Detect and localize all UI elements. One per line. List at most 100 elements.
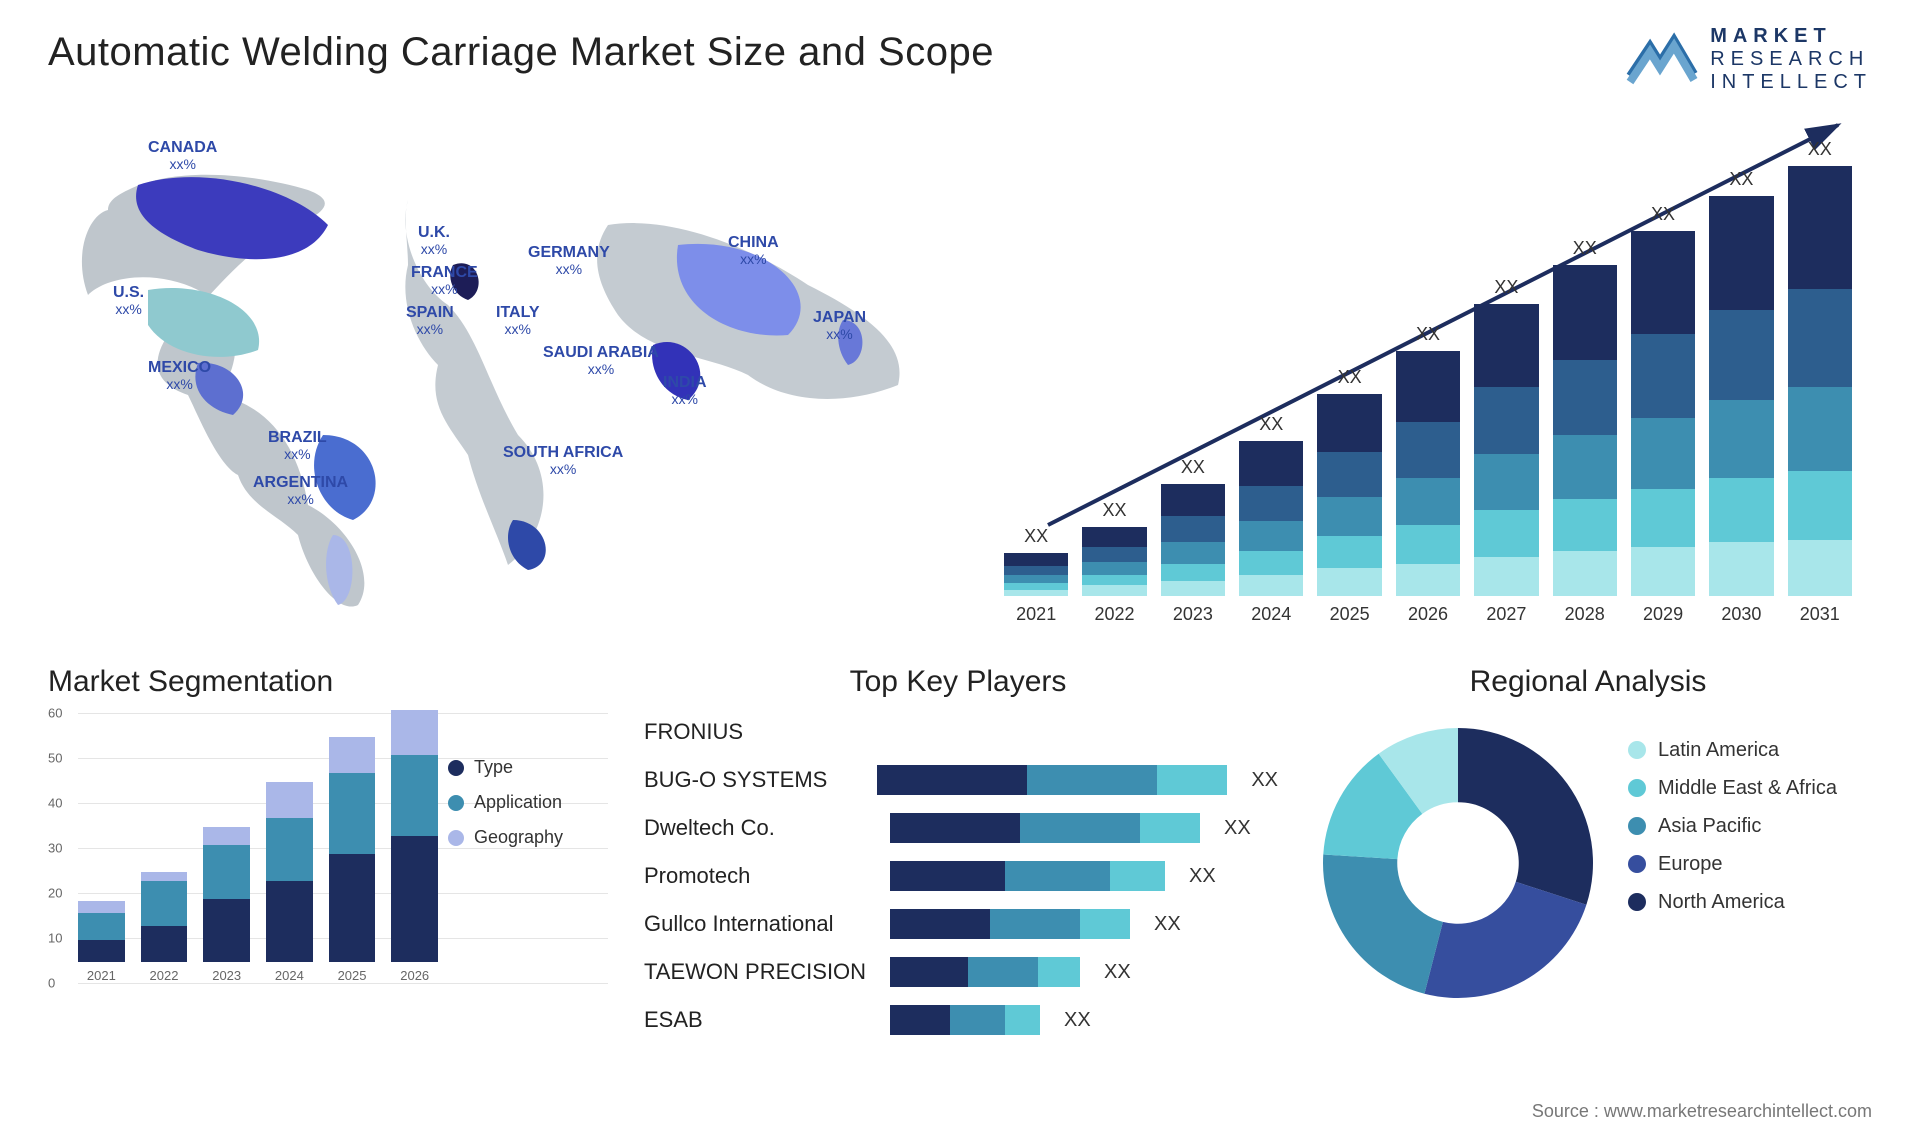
players-title: Top Key Players <box>638 665 1278 699</box>
bar-segment <box>1082 575 1146 586</box>
main-forecast-chart: XX2021XX2022XX2023XX2024XX2025XX2026XX20… <box>998 105 1858 625</box>
bar-segment <box>1396 478 1460 525</box>
seg-legend-item: Geography <box>448 827 608 848</box>
bar-segment <box>1474 557 1538 596</box>
player-name: Promotech <box>644 863 874 889</box>
player-value-label: XX <box>1064 1009 1091 1032</box>
bar-year-label: 2030 <box>1721 604 1761 625</box>
seg-segment <box>203 899 250 962</box>
seg-segment <box>391 710 438 755</box>
bar-segment <box>1161 564 1225 581</box>
player-value-label: XX <box>1154 913 1181 936</box>
map-label-italy: ITALYxx% <box>496 305 540 336</box>
page-title: Automatic Welding Carriage Market Size a… <box>48 30 1872 75</box>
seg-segment <box>203 827 250 845</box>
bar-segment <box>1553 435 1617 500</box>
forecast-bar-2029: XX2029 <box>1631 204 1695 626</box>
forecast-bar-2021: XX2021 <box>1004 526 1068 625</box>
bar-segment <box>1553 360 1617 435</box>
bar-segment <box>1631 489 1695 547</box>
map-label-us: U.S.xx% <box>113 285 144 316</box>
legend-swatch-icon <box>1628 741 1646 759</box>
bar-segment <box>1082 547 1146 562</box>
bar-segment <box>1788 289 1852 388</box>
bar-segment <box>1317 452 1381 497</box>
player-bar <box>890 861 1165 891</box>
donut-slice <box>1458 728 1593 905</box>
seg-segment <box>391 836 438 962</box>
seg-segment <box>266 818 313 881</box>
y-tick: 10 <box>48 931 62 946</box>
world-map-panel: CANADAxx%U.S.xx%MEXICOxx%BRAZILxx%ARGENT… <box>48 105 968 625</box>
bar-segment <box>1082 527 1146 546</box>
bar-segment <box>1239 551 1303 575</box>
legend-swatch-icon <box>1628 779 1646 797</box>
seg-year-label: 2026 <box>400 968 429 983</box>
seg-year-label: 2021 <box>87 968 116 983</box>
bar-segment <box>1788 471 1852 540</box>
player-row: Gullco InternationalXX <box>644 905 1278 943</box>
logo-swoosh-icon <box>1626 30 1698 90</box>
segmentation-title: Market Segmentation <box>48 665 608 699</box>
map-country-highlight-icon <box>508 520 546 570</box>
map-label-argentina: ARGENTINAxx% <box>253 475 348 506</box>
bar-segment <box>1082 585 1146 596</box>
bar-segment <box>1631 334 1695 418</box>
bar-segment <box>1474 387 1538 454</box>
map-label-spain: SPAINxx% <box>406 305 454 336</box>
brand-logo: MARKET RESEARCH INTELLECT <box>1626 25 1872 94</box>
bar-segment <box>1082 562 1146 575</box>
y-tick: 30 <box>48 841 62 856</box>
bar-value-label: XX <box>1651 204 1675 225</box>
forecast-bar-2022: XX2022 <box>1082 500 1146 625</box>
bar-year-label: 2021 <box>1016 604 1056 625</box>
bar-value-label: XX <box>1103 500 1127 521</box>
map-label-brazil: BRAZILxx% <box>268 430 327 461</box>
player-name: Dweltech Co. <box>644 815 874 841</box>
seg-bar-2024: 2024 <box>266 782 313 983</box>
bar-segment <box>1553 499 1617 551</box>
bar-segment <box>1788 387 1852 471</box>
bar-year-label: 2025 <box>1330 604 1370 625</box>
seg-bar-2023: 2023 <box>203 827 250 983</box>
legend-label: Geography <box>474 827 563 848</box>
bar-segment <box>1788 540 1852 596</box>
seg-bar-2022: 2022 <box>141 872 188 983</box>
player-bar-segment <box>950 1005 1005 1035</box>
player-bar-segment <box>890 813 1020 843</box>
bar-year-label: 2031 <box>1800 604 1840 625</box>
seg-legend-item: Application <box>448 792 608 813</box>
bar-value-label: XX <box>1729 169 1753 190</box>
player-bar-segment <box>890 861 1005 891</box>
bar-segment <box>1317 536 1381 568</box>
region-legend-item: Latin America <box>1628 739 1868 761</box>
map-label-canada: CANADAxx% <box>148 140 217 171</box>
legend-label: Middle East & Africa <box>1658 777 1837 799</box>
legend-label: Type <box>474 757 513 778</box>
regional-title: Regional Analysis <box>1308 665 1868 699</box>
bar-segment <box>1709 542 1773 596</box>
seg-segment <box>141 926 188 962</box>
forecast-bar-2030: XX 2030 <box>1709 169 1773 625</box>
map-label-china: CHINAxx% <box>728 235 779 266</box>
player-bar <box>877 765 1227 795</box>
bar-segment <box>1161 484 1225 516</box>
player-name: ESAB <box>644 1007 874 1033</box>
bar-segment <box>1631 231 1695 334</box>
bar-year-label: 2024 <box>1251 604 1291 625</box>
player-bar-segment <box>890 1005 950 1035</box>
player-row: BUG-O SYSTEMSXX <box>644 761 1278 799</box>
player-bar-segment <box>1027 765 1157 795</box>
seg-segment <box>78 913 125 940</box>
player-bar-segment <box>1157 765 1227 795</box>
donut-slice <box>1323 855 1443 994</box>
map-label-uk: U.K.xx% <box>418 225 450 256</box>
player-row: Dweltech Co.XX <box>644 809 1278 847</box>
seg-bar-2026: 2026 <box>391 710 438 983</box>
seg-segment <box>329 854 376 962</box>
player-bar-segment <box>1140 813 1200 843</box>
forecast-bar-2023: XX2023 <box>1161 457 1225 625</box>
player-value-label: XX <box>1189 865 1216 888</box>
seg-segment <box>329 773 376 854</box>
bar-segment <box>1788 166 1852 289</box>
